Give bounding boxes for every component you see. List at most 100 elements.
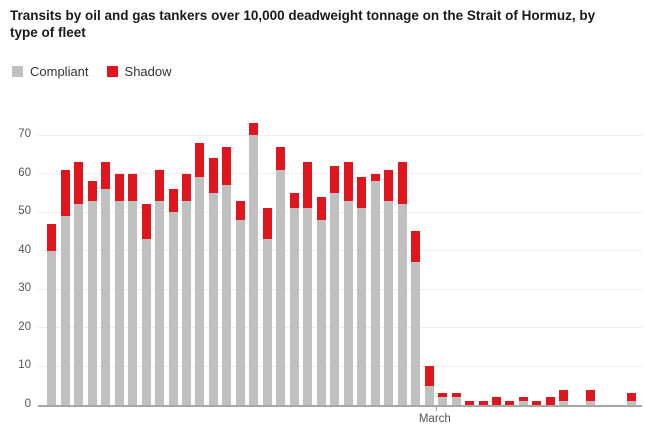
bar-segment-compliant <box>357 208 367 405</box>
bar-segment-compliant <box>114 200 124 405</box>
bar-segment-shadow <box>316 196 326 220</box>
bar-segment-shadow <box>276 146 286 170</box>
gridline <box>38 250 642 252</box>
bar-segment-compliant <box>316 219 326 405</box>
bar-segment-compliant <box>262 239 272 405</box>
gridline <box>38 288 642 290</box>
y-tick-label: 30 <box>18 282 31 295</box>
y-tick-label: 60 <box>18 166 31 179</box>
bar-segment-shadow <box>60 169 70 216</box>
bar-segment-shadow <box>424 366 434 386</box>
bar-segment-shadow <box>262 208 272 240</box>
bar-segment-shadow <box>182 173 191 201</box>
bar-segment-shadow <box>114 173 124 201</box>
bar-segment-compliant <box>249 135 259 405</box>
bar-segment-compliant <box>303 208 313 405</box>
bar-segment-compliant <box>289 208 299 405</box>
bar-segment-shadow <box>518 397 528 402</box>
y-tick-label: 50 <box>18 205 31 218</box>
legend-item-compliant: Compliant <box>12 64 89 79</box>
bar-segment-compliant <box>626 401 636 405</box>
gridline <box>38 365 642 367</box>
bar-segment-shadow <box>87 181 97 201</box>
bar-segment-shadow <box>411 231 421 263</box>
bar-segment-shadow <box>235 200 245 220</box>
bar-segment-shadow <box>478 401 488 405</box>
bar-segment-compliant <box>74 204 84 405</box>
bar-segment-compliant <box>559 401 569 405</box>
y-tick-label: 0 <box>24 398 31 410</box>
bar-segment-compliant <box>182 200 191 405</box>
bar-segment-shadow <box>222 146 232 186</box>
y-tick-label: 70 <box>18 128 31 140</box>
y-tick-label: 20 <box>18 320 31 333</box>
bar-segment-shadow <box>249 123 259 135</box>
bar-segment-shadow <box>532 401 542 405</box>
bar-segment-shadow <box>384 169 394 201</box>
legend-label-compliant: Compliant <box>30 64 89 79</box>
bar-segment-shadow <box>626 393 636 402</box>
bar-segment-shadow <box>465 401 475 405</box>
bar-segment-shadow <box>128 173 138 201</box>
bar-segment-shadow <box>195 142 205 178</box>
bar-segment-compliant <box>438 397 448 405</box>
bar-segment-compliant <box>208 192 218 405</box>
bar-segment-compliant <box>330 192 340 405</box>
bar-segment-shadow <box>545 397 555 405</box>
bar-segment-compliant <box>47 250 57 405</box>
bar-segment-shadow <box>491 397 501 405</box>
bar-segment-shadow <box>357 177 367 209</box>
x-axis-line <box>38 405 642 407</box>
legend-item-shadow: Shadow <box>106 64 172 79</box>
bar-segment-compliant <box>518 401 528 405</box>
bar-segment-compliant <box>451 397 461 405</box>
bar-segment-shadow <box>47 223 57 251</box>
shadow-swatch-icon <box>106 66 118 77</box>
bar-segment-compliant <box>195 177 205 405</box>
x-tick <box>435 407 437 411</box>
bar-segment-shadow <box>559 389 569 402</box>
bar-segment-compliant <box>384 200 394 405</box>
chart-title: Transits by oil and gas tankers over 10,… <box>10 7 640 41</box>
bar-segment-compliant <box>168 212 178 405</box>
bar-segment-compliant <box>87 200 97 405</box>
legend: Compliant Shadow <box>12 64 190 79</box>
bar-segment-shadow <box>505 401 515 405</box>
x-tick-label: March <box>418 413 451 425</box>
bar-segment-shadow <box>168 189 178 213</box>
gridline <box>38 173 642 175</box>
bar-segment-shadow <box>141 204 151 240</box>
bar-segment-compliant <box>397 204 407 405</box>
bar-segment-compliant <box>222 185 232 405</box>
compliant-swatch-icon <box>12 66 23 77</box>
bar-segment-compliant <box>101 189 111 405</box>
bar-segment-compliant <box>128 200 138 405</box>
gridline <box>38 327 642 329</box>
bar-segment-compliant <box>235 219 245 405</box>
bar-segment-shadow <box>438 393 448 398</box>
chart-title-line-2: type of fleet <box>10 25 86 40</box>
gridline <box>38 134 642 136</box>
bar-segment-compliant <box>276 169 286 405</box>
bar-segment-compliant <box>343 200 353 405</box>
bar-segment-compliant <box>60 216 70 405</box>
bar-segment-shadow <box>303 162 313 209</box>
bar-segment-shadow <box>101 162 111 189</box>
bar-segment-shadow <box>370 173 380 182</box>
bar-segment-shadow <box>74 162 84 205</box>
gridline <box>38 211 642 213</box>
chart-title-line-1: Transits by oil and gas tankers over 10,… <box>10 8 596 23</box>
bar-segment-shadow <box>330 165 340 193</box>
bar-segment-shadow <box>586 389 596 402</box>
legend-label-shadow: Shadow <box>124 64 172 79</box>
bar-segment-shadow <box>343 162 353 201</box>
y-tick-label: 40 <box>18 243 31 256</box>
bar-segment-shadow <box>397 162 407 205</box>
bar-segment-compliant <box>141 239 151 405</box>
bar-segment-shadow <box>208 158 218 193</box>
bar-segment-compliant <box>424 385 434 405</box>
bar-segment-shadow <box>155 169 165 201</box>
bar-segment-shadow <box>451 393 461 398</box>
bar-segment-compliant <box>586 401 596 405</box>
